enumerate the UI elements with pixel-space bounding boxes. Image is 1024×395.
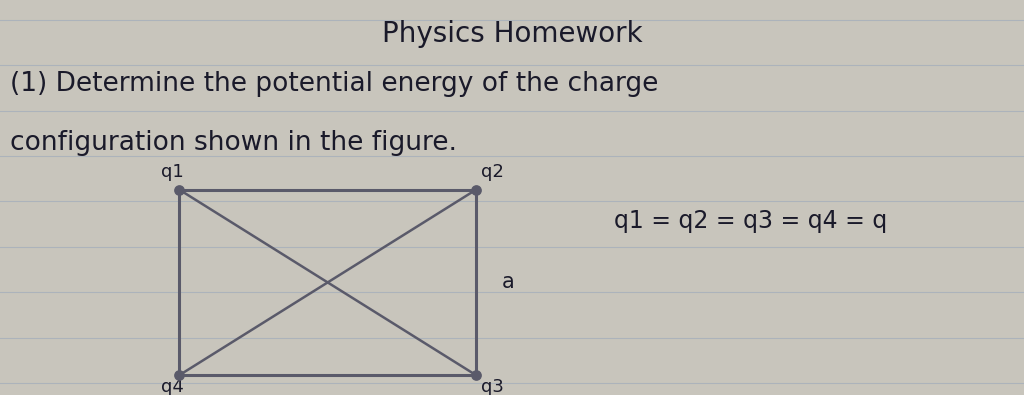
Text: a: a [502, 273, 514, 292]
Text: Physics Homework: Physics Homework [382, 20, 642, 48]
Text: q1 = q2 = q3 = q4 = q: q1 = q2 = q3 = q4 = q [614, 209, 888, 233]
Text: configuration shown in the figure.: configuration shown in the figure. [10, 130, 458, 156]
Point [171, 372, 187, 378]
Text: q3: q3 [480, 378, 504, 395]
Point [468, 372, 484, 378]
Text: q2: q2 [480, 163, 504, 181]
Text: q4: q4 [161, 378, 184, 395]
Text: q1: q1 [161, 163, 184, 181]
Point [171, 186, 187, 193]
Text: (1) Determine the potential energy of the charge: (1) Determine the potential energy of th… [10, 71, 658, 97]
Point [468, 186, 484, 193]
